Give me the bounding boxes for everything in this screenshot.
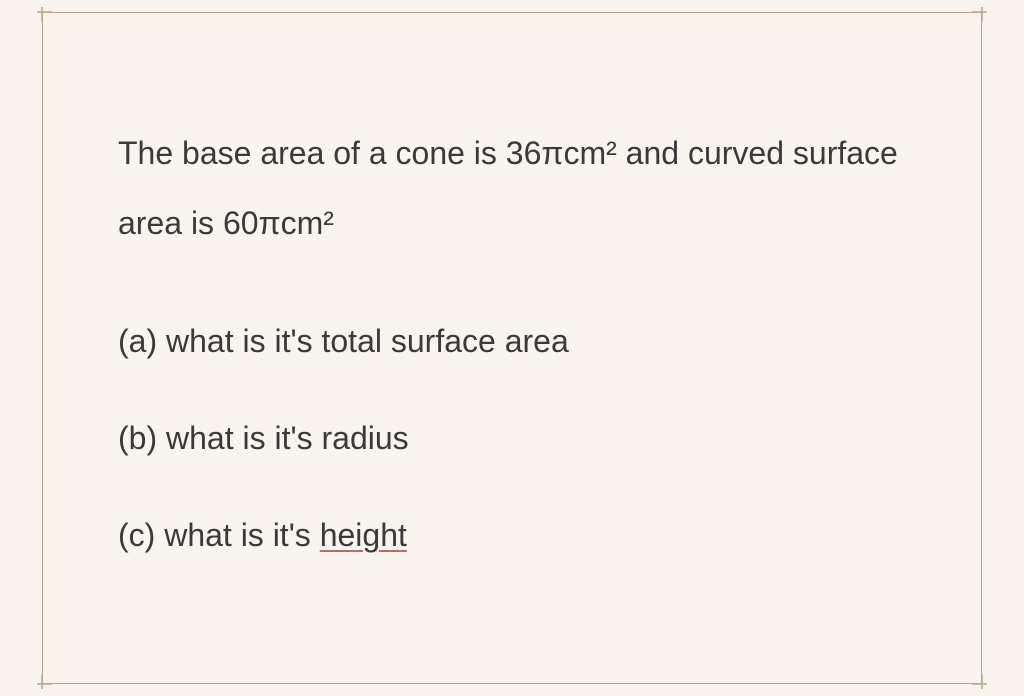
question-stem: The base area of a cone is 36πcm² and cu… bbox=[118, 118, 914, 259]
option-b: (b) what is it's radius bbox=[118, 420, 914, 457]
option-c-text: what is it's bbox=[164, 517, 319, 553]
option-a-text: what is it's total surface area bbox=[166, 323, 569, 359]
question-block: The base area of a cone is 36πcm² and cu… bbox=[118, 118, 914, 554]
option-b-label: (b) bbox=[118, 420, 157, 456]
option-a: (a) what is it's total surface area bbox=[118, 323, 914, 360]
option-b-text: what is it's radius bbox=[166, 420, 409, 456]
option-c-underlined: height bbox=[320, 517, 407, 553]
option-a-label: (a) bbox=[118, 323, 157, 359]
option-c-label: (c) bbox=[118, 517, 155, 553]
option-c: (c) what is it's height bbox=[118, 517, 914, 554]
